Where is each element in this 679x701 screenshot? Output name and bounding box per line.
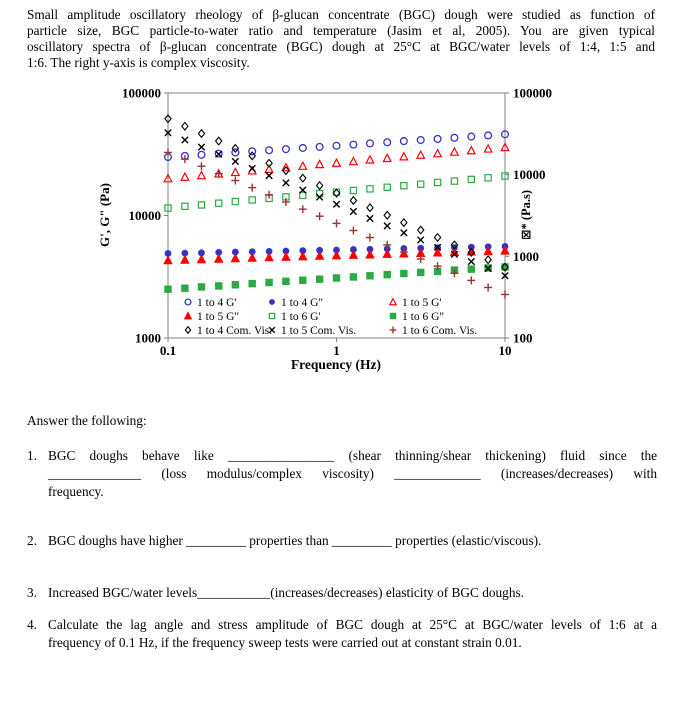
y-left-tick-label: 100000 bbox=[122, 86, 161, 101]
legend-label: 1 to 4 G" bbox=[281, 297, 323, 309]
x-tick-label: 0.1 bbox=[160, 343, 176, 358]
question-2: 2. BGC doughs have higher _________ prope… bbox=[27, 532, 657, 550]
answer-heading: Answer the following: bbox=[27, 413, 147, 428]
series-1-to-6-g bbox=[164, 172, 509, 212]
question-number: 3. bbox=[27, 585, 37, 600]
question-4: 4. Calculate the lag angle and stress amp… bbox=[27, 616, 657, 652]
question-line: Increased BGC/water levels___________(in… bbox=[48, 585, 524, 600]
intro-line: particle size, BGC particle-to-water rat… bbox=[27, 23, 655, 38]
intro-line: 1:6. The right y-axis is complex viscosi… bbox=[27, 55, 250, 70]
legend: 1 to 4 G' 1 to 4 G" 1 to 5 G' 1 to 5 G" 1 to… bbox=[183, 297, 477, 337]
x-tick-label: 1 bbox=[333, 343, 340, 358]
legend-label: 1 to 5 G' bbox=[402, 297, 441, 309]
legend-label: 1 to 6 Com. Vis. bbox=[402, 325, 477, 337]
rheology-chart: 1000 10000 100000 100 1000 10000 100000 0.1 1 10 G… bbox=[97, 86, 552, 373]
legend-label: 1 to 4 G' bbox=[197, 297, 236, 309]
y-left-axis-title: G', G" (Pa) bbox=[97, 183, 112, 247]
legend-label: 1 to 6 G' bbox=[281, 311, 320, 323]
y-left-tick-label: 10000 bbox=[129, 208, 162, 223]
y-right-tick-label: 100 bbox=[513, 331, 533, 346]
question-line: Calculate the lag angle and stress ampli… bbox=[48, 617, 657, 632]
y-right-tick-label: 1000 bbox=[513, 249, 539, 264]
legend-label: 1 to 5 G" bbox=[197, 311, 239, 323]
series-1-to-4-com-vis bbox=[164, 114, 509, 272]
question-line: frequency of 0.1 Hz, if the frequency sw… bbox=[48, 635, 522, 650]
series-1-to-5-g bbox=[163, 142, 510, 183]
question-number: 1. bbox=[27, 448, 37, 463]
series-1-to-5-com-vis bbox=[164, 129, 509, 280]
question-number: 4. bbox=[27, 617, 37, 632]
y-right-tick-label: 10000 bbox=[513, 167, 546, 182]
intro-line: oscillatory spectra of β-glucan concentr… bbox=[27, 39, 655, 54]
intro-paragraph: Small amplitude oscillatory rheology of … bbox=[27, 7, 655, 71]
question-line: ______________ (loss modulus/complex vis… bbox=[48, 466, 657, 481]
x-axis-title: Frequency (Hz) bbox=[291, 357, 381, 372]
question-line: frequency. bbox=[48, 484, 104, 499]
legend-label: 1 to 5 Com. Vis. bbox=[281, 325, 356, 337]
y-left-tick-label: 1000 bbox=[135, 331, 161, 346]
y-right-axis-title: ⊠* (Pa.s) bbox=[519, 190, 533, 240]
y-right-tick-label: 100000 bbox=[513, 86, 552, 101]
question-3: 3. Increased BGC/water levels___________(… bbox=[27, 584, 657, 602]
question-1: 1. BGC doughs behave like _______________… bbox=[27, 447, 657, 501]
x-tick-label: 10 bbox=[499, 343, 512, 358]
question-number: 2. bbox=[27, 533, 37, 548]
question-line: BGC doughs have higher _________ propert… bbox=[48, 533, 542, 548]
intro-line: Small amplitude oscillatory rheology of … bbox=[27, 7, 655, 22]
question-line: BGC doughs behave like ________________ … bbox=[48, 448, 657, 463]
series-1-to-6-com-vis bbox=[164, 148, 509, 299]
series-1-to-6-g bbox=[164, 263, 509, 293]
legend-label: 1 to 6 G" bbox=[402, 311, 444, 323]
legend-label: 1 to 4 Com. Vis. bbox=[197, 325, 272, 337]
